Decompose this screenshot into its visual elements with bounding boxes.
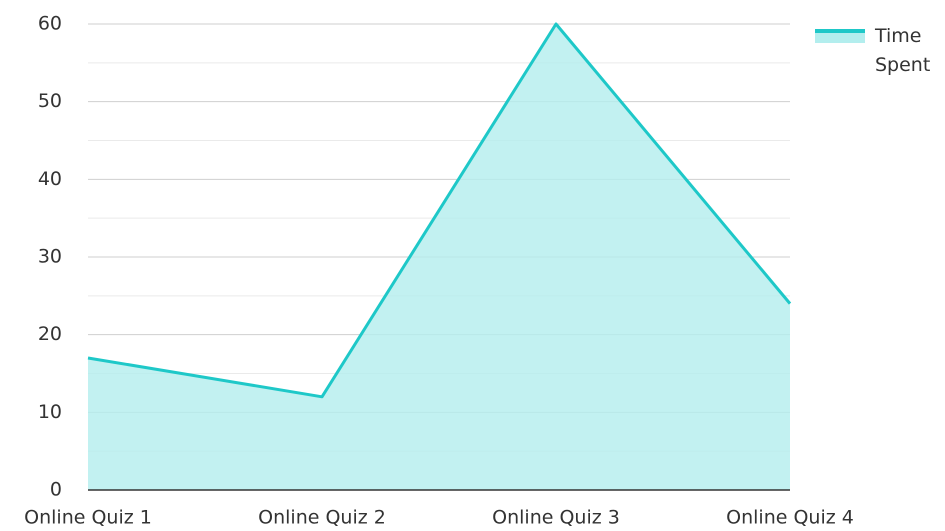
- area-line: [87, 22, 792, 399]
- y-tick-label: 20: [38, 323, 62, 345]
- y-tick-label: 10: [38, 401, 62, 423]
- x-tick-label: Online Quiz 2: [258, 507, 386, 529]
- legend-swatch: [815, 29, 865, 43]
- area-fill: [88, 24, 790, 490]
- y-tick-label: 0: [50, 479, 62, 501]
- y-tick-label: 30: [38, 246, 62, 268]
- legend: Time Spent: [815, 22, 945, 80]
- y-tick-label: 40: [38, 168, 62, 190]
- legend-label: Time Spent: [875, 25, 931, 76]
- y-tick-label: 50: [38, 90, 62, 112]
- x-tick-label: Online Quiz 4: [726, 507, 854, 529]
- x-tick-label: Online Quiz 1: [24, 507, 152, 529]
- y-tick-label: 60: [38, 13, 62, 35]
- x-tick-label: Online Quiz 3: [492, 507, 620, 529]
